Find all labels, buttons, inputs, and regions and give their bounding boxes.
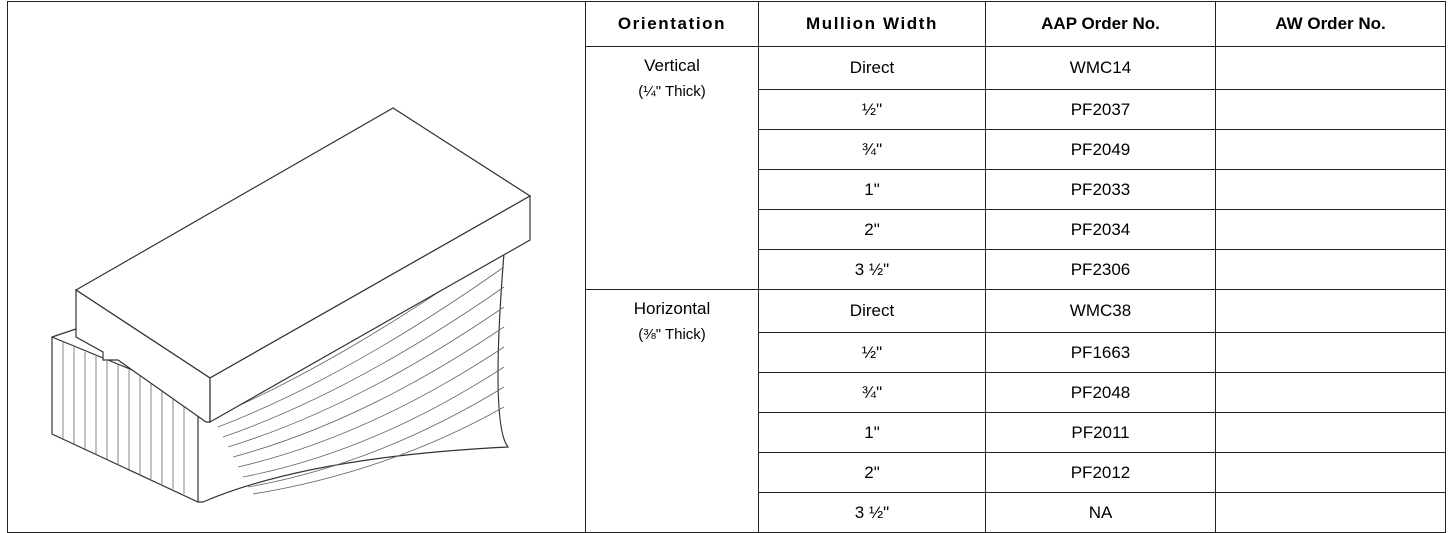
table-body: Orientation Mullion Width AAP Order No. AW … bbox=[7, 1, 1446, 533]
image-cell bbox=[7, 1, 586, 533]
mullion-width: ½" bbox=[758, 89, 986, 130]
aap-order-no: PF2049 bbox=[985, 129, 1216, 170]
table-row: 2" PF2034 bbox=[8, 209, 1446, 250]
aw-order-no bbox=[1215, 332, 1446, 373]
table-row: ½" PF2037 bbox=[8, 89, 1446, 130]
mullion-width: Direct bbox=[758, 46, 986, 90]
column-header: AW Order No. bbox=[1215, 1, 1446, 47]
table-row: Horizontal (⅜" Thick) Direct WMC38 bbox=[8, 289, 1446, 533]
aw-order-no bbox=[1215, 129, 1446, 170]
aap-order-no: PF2033 bbox=[985, 169, 1216, 210]
mullion-width: ¾" bbox=[758, 372, 986, 413]
mullion-width: ½" bbox=[758, 332, 986, 373]
aw-order-no bbox=[1215, 209, 1446, 250]
aw-order-no bbox=[1215, 46, 1446, 90]
mullion-width: 3 ½" bbox=[758, 492, 986, 533]
table-row: 3 ½" PF2306 bbox=[8, 249, 1446, 290]
table-row: 2" PF2012 bbox=[8, 452, 1446, 493]
mullion-width: 1" bbox=[758, 412, 986, 453]
aap-order-no: PF2034 bbox=[985, 209, 1216, 250]
aap-order-no: PF1663 bbox=[985, 332, 1216, 373]
thickness: (⅜" Thick) bbox=[638, 326, 706, 343]
aap-order-no: PF2048 bbox=[985, 372, 1216, 413]
aw-order-no bbox=[1215, 169, 1446, 210]
aap-order-no: NA bbox=[985, 492, 1216, 533]
aw-order-no bbox=[1215, 249, 1446, 290]
aap-order-no: PF2037 bbox=[985, 89, 1216, 130]
orientation-cell: Horizontal (⅜" Thick) bbox=[585, 289, 759, 533]
orientation: Horizontal bbox=[633, 299, 711, 318]
aap-order-no: PF2011 bbox=[985, 412, 1216, 453]
mullion-width: 3 ½" bbox=[758, 249, 986, 290]
aw-order-no bbox=[1215, 372, 1446, 413]
mullion-width: 2" bbox=[758, 452, 986, 493]
aap-order-no: WMC38 bbox=[985, 289, 1216, 333]
column-header: Orientation bbox=[585, 1, 759, 47]
table-row: Vertical (¼" Thick) Direct WMC14 bbox=[8, 46, 1446, 290]
aw-order-no bbox=[1215, 89, 1446, 130]
mullion-width: Direct bbox=[758, 289, 986, 333]
table-row: ½" PF1663 bbox=[8, 332, 1446, 373]
orientation: Vertical bbox=[644, 56, 700, 75]
column-header: AAP Order No. bbox=[985, 1, 1216, 47]
aw-order-no bbox=[1215, 289, 1446, 333]
aw-order-no bbox=[1215, 492, 1446, 533]
aap-order-no: WMC14 bbox=[985, 46, 1216, 90]
product-table: Orientation Mullion Width AAP Order No. AW … bbox=[7, 1, 1446, 533]
table-row: ¾" PF2049 bbox=[8, 129, 1446, 170]
thickness: (¼" Thick) bbox=[638, 83, 706, 100]
table-row: 1" PF2033 bbox=[8, 169, 1446, 210]
mullion-width: ¾" bbox=[758, 129, 986, 170]
header-row: Orientation Mullion Width AAP Order No. AW … bbox=[7, 1, 1446, 533]
table-row: ¾" PF2048 bbox=[8, 372, 1446, 413]
column-header: Mullion Width bbox=[758, 1, 986, 47]
aap-order-no: PF2306 bbox=[985, 249, 1216, 290]
orientation-cell: Vertical (¼" Thick) bbox=[585, 46, 759, 290]
mullion-illustration bbox=[51, 107, 532, 503]
aw-order-no bbox=[1215, 412, 1446, 453]
aw-order-no bbox=[1215, 452, 1446, 493]
mullion-width: 2" bbox=[758, 209, 986, 250]
mullion-width: 1" bbox=[758, 169, 986, 210]
aap-order-no: PF2012 bbox=[985, 452, 1216, 493]
